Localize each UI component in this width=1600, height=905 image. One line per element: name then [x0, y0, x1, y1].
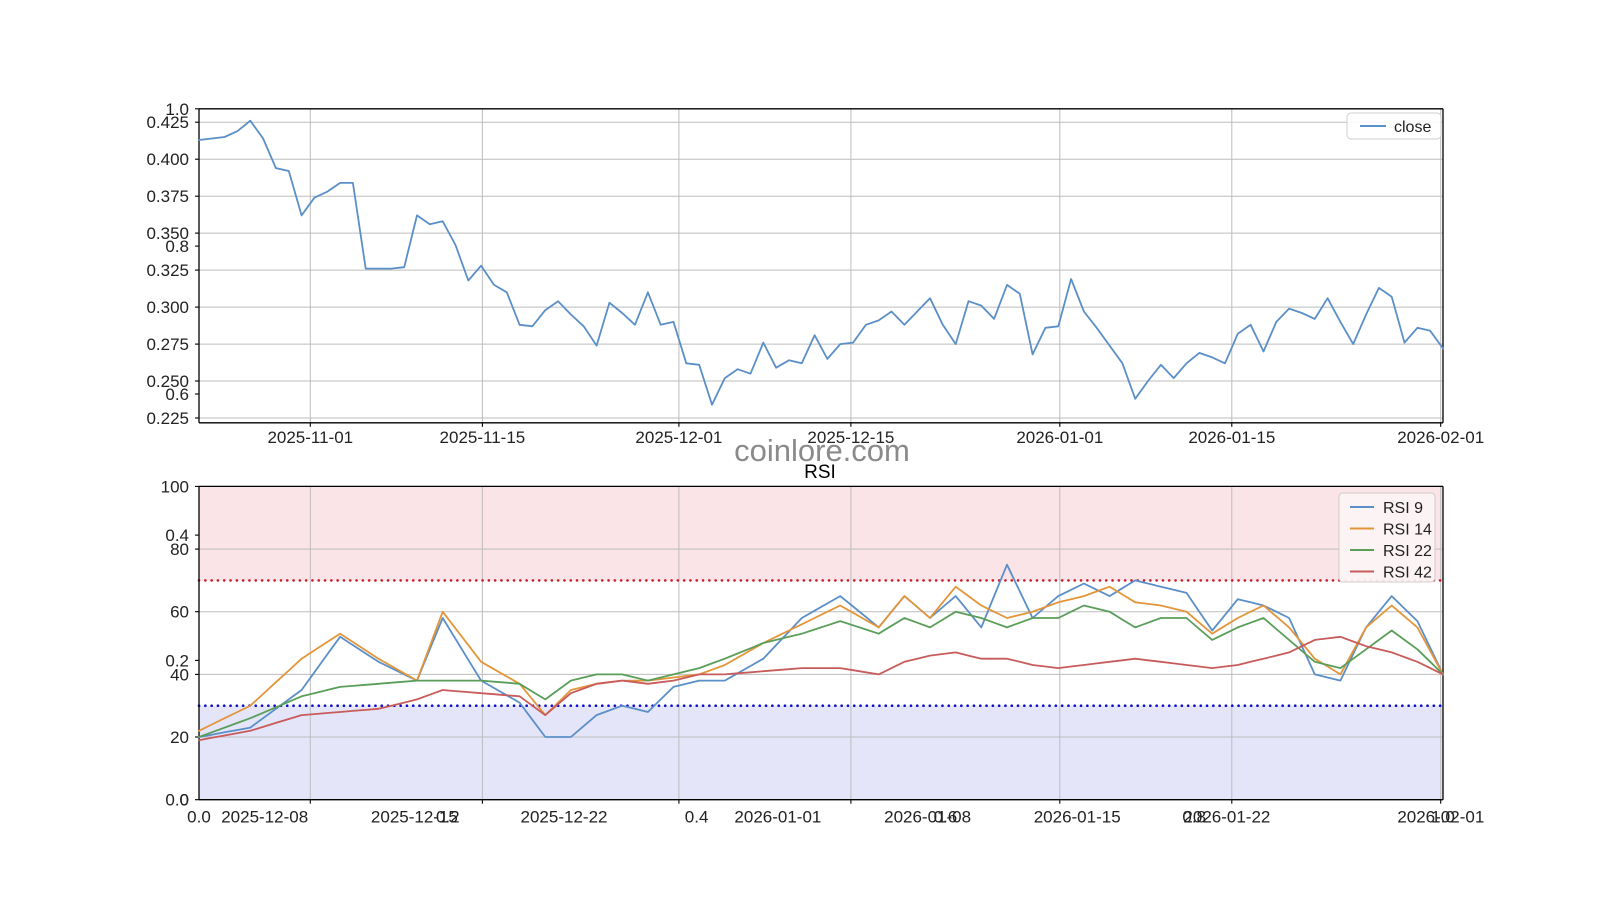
svg-text:1.0: 1.0 — [1431, 808, 1455, 827]
svg-text:0.225: 0.225 — [146, 409, 189, 428]
svg-text:1.0: 1.0 — [165, 100, 189, 119]
svg-text:0.0: 0.0 — [165, 791, 189, 810]
svg-text:0.2: 0.2 — [165, 651, 189, 670]
svg-text:2025-12-22: 2025-12-22 — [521, 808, 608, 827]
svg-text:RSI 14: RSI 14 — [1383, 522, 1432, 539]
svg-text:0.8: 0.8 — [165, 237, 189, 256]
svg-text:0.0: 0.0 — [187, 808, 211, 827]
svg-text:0.6: 0.6 — [934, 808, 958, 827]
svg-text:2026-01-15: 2026-01-15 — [1188, 428, 1275, 447]
svg-text:60: 60 — [170, 603, 189, 622]
svg-text:0.4: 0.4 — [685, 808, 709, 827]
svg-text:0.325: 0.325 — [146, 261, 189, 280]
svg-text:0.4: 0.4 — [165, 526, 189, 545]
svg-text:0.400: 0.400 — [146, 150, 189, 169]
svg-text:2026-01-01: 2026-01-01 — [734, 808, 821, 827]
svg-text:RSI 22: RSI 22 — [1383, 543, 1432, 560]
svg-text:20: 20 — [170, 728, 189, 747]
svg-text:0.300: 0.300 — [146, 298, 189, 317]
svg-text:2025-11-15: 2025-11-15 — [440, 428, 526, 447]
svg-text:close: close — [1394, 119, 1431, 136]
svg-text:RSI 42: RSI 42 — [1383, 565, 1432, 582]
svg-text:0.275: 0.275 — [146, 335, 189, 354]
svg-text:0.6: 0.6 — [165, 385, 189, 404]
svg-text:2025-12-01: 2025-12-01 — [635, 428, 722, 447]
svg-text:0.375: 0.375 — [146, 187, 189, 206]
svg-text:2026-01-08: 2026-01-08 — [884, 808, 971, 827]
svg-text:100: 100 — [161, 477, 189, 496]
svg-text:0.8: 0.8 — [1182, 808, 1206, 827]
svg-text:RSI 9: RSI 9 — [1383, 500, 1423, 517]
svg-text:RSI: RSI — [804, 462, 836, 483]
svg-text:2025-12-08: 2025-12-08 — [221, 808, 308, 827]
svg-text:2026-01-01: 2026-01-01 — [1016, 428, 1103, 447]
svg-text:2026-02-01: 2026-02-01 — [1397, 428, 1484, 447]
svg-text:2025-11-01: 2025-11-01 — [267, 428, 353, 447]
svg-text:0.2: 0.2 — [436, 808, 460, 827]
svg-text:2026-01-15: 2026-01-15 — [1034, 808, 1121, 827]
